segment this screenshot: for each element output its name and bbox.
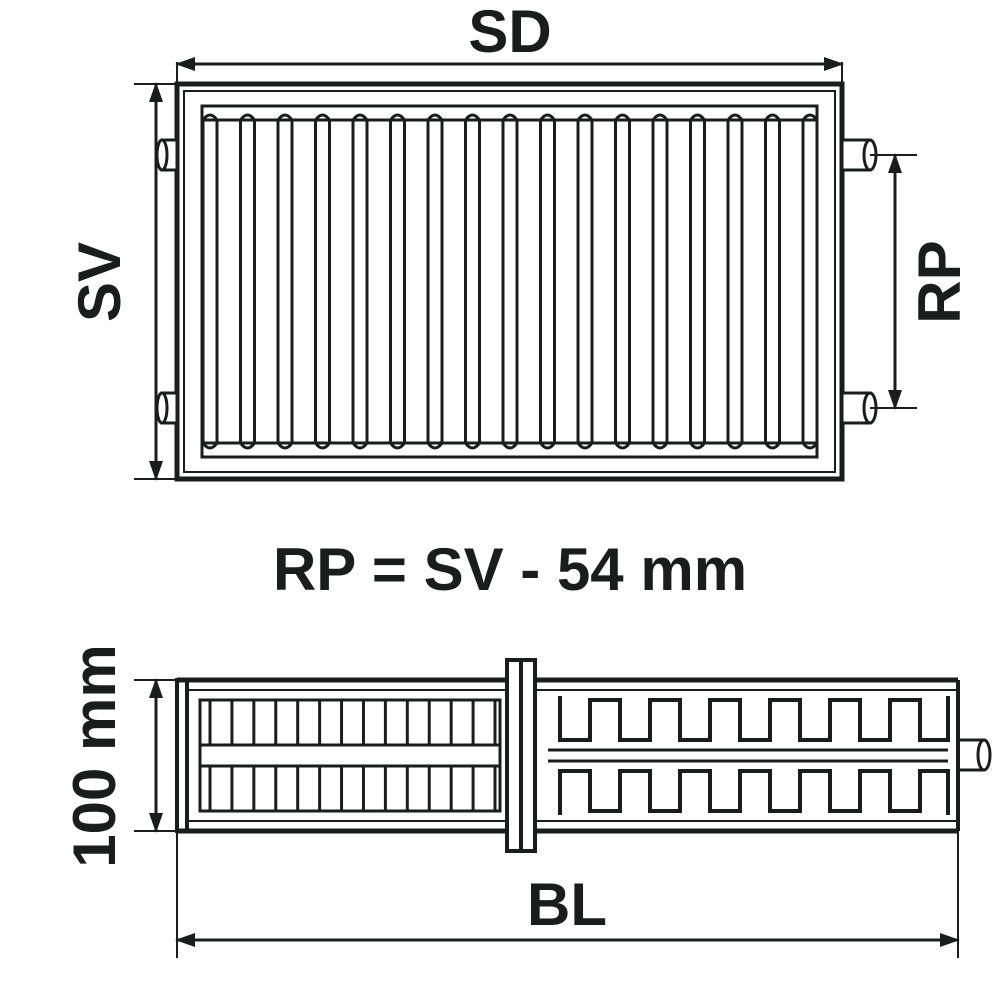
- label-sd: SD: [468, 0, 551, 65]
- top-view: [177, 660, 990, 851]
- dimension-sd: SD: [177, 0, 842, 84]
- radiator-dimension-diagram: SD SV RP RP = SV - 54 mm: [0, 0, 1004, 992]
- front-view: [157, 84, 876, 479]
- formula-text: RP = SV - 54 mm: [273, 536, 747, 603]
- label-rp: RP: [906, 240, 973, 323]
- top-section-right: [548, 696, 948, 815]
- radiator-body-inner: [184, 91, 835, 472]
- dimension-rp: RP: [870, 155, 973, 408]
- grille-bars: [202, 115, 817, 448]
- label-bl: BL: [527, 871, 607, 938]
- dimension-depth: 100 mm: [61, 644, 177, 867]
- grille-frame: [202, 106, 817, 457]
- dimension-bl: BL: [177, 831, 958, 958]
- top-view-bracket: [507, 660, 535, 851]
- label-depth: 100 mm: [61, 644, 128, 867]
- left-connections: [157, 140, 177, 423]
- right-connections: [842, 140, 876, 423]
- label-sv: SV: [66, 242, 133, 322]
- top-grille-left: [200, 700, 500, 811]
